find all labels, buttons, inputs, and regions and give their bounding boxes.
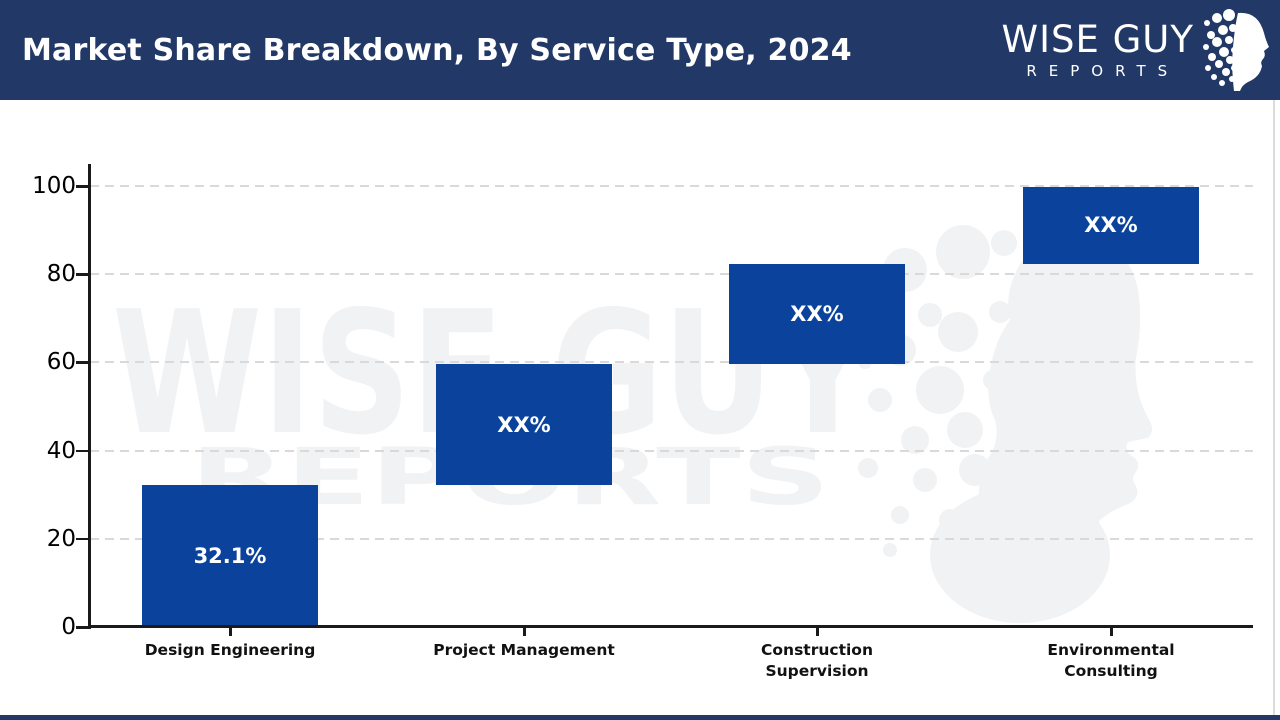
bar-segment: XX% — [729, 263, 905, 365]
gridline-60 — [90, 361, 1253, 364]
y-axis-line — [88, 164, 91, 629]
bar-value-label: XX% — [790, 301, 844, 326]
logo-sub-label: REPORTS — [1026, 62, 1180, 80]
bar-segment: XX% — [1023, 186, 1199, 264]
x-tick-mark-3 — [1110, 627, 1113, 636]
y-tick-mark-80 — [76, 273, 89, 276]
logo-brand-label: WISE GUY — [1001, 18, 1194, 61]
bar-segment: XX% — [436, 364, 612, 486]
logo-head-icon — [1203, 9, 1269, 91]
gridline-100 — [90, 185, 1253, 187]
y-tick-mark-100 — [76, 185, 89, 188]
bar-value-label: XX% — [1084, 213, 1138, 238]
y-tick-label-100: 100 — [32, 173, 76, 199]
x-tick-mark-1 — [523, 627, 526, 636]
watermark-head-shape — [858, 219, 1152, 623]
bar-value-label: 32.1% — [193, 544, 267, 569]
y-tick-mark-40 — [76, 449, 89, 453]
gridline-80 — [90, 273, 1253, 276]
bar-value-label: XX% — [497, 412, 551, 437]
right-border-line — [1273, 100, 1275, 716]
x-category-label: Design Engineering — [144, 641, 316, 659]
gridline-20 — [90, 537, 1253, 540]
bar-segment: 32.1% — [142, 485, 318, 627]
y-tick-mark-20 — [76, 537, 89, 541]
brand-logo: WISE GUY REPORTS — [1002, 0, 1272, 100]
y-tick-label-0: 0 — [61, 614, 76, 640]
bottom-accent-bar — [0, 715, 1280, 720]
x-category-label: Environmental Consulting — [1047, 641, 1175, 680]
x-tick-mark-0 — [229, 627, 232, 636]
x-category-label: Project Management — [433, 641, 615, 659]
x-axis-line — [88, 625, 1253, 628]
header-bar: Market Share Breakdown, By Service Type,… — [0, 0, 1280, 100]
y-tick-label-80: 80 — [46, 261, 76, 288]
y-tick-label-60: 60 — [46, 349, 76, 376]
y-tick-label-40: 40 — [46, 437, 76, 464]
x-category-label: Construction Supervision — [761, 641, 873, 680]
chart-title: Market Share Breakdown, By Service Type,… — [22, 32, 852, 68]
brand-logo-text: WISE GUY REPORTS — [1002, 21, 1194, 79]
x-tick-mark-2 — [816, 627, 819, 636]
y-tick-mark-60 — [76, 361, 89, 364]
y-tick-label-20: 20 — [46, 525, 76, 552]
gridline-40 — [90, 449, 1253, 452]
y-tick-mark-0 — [76, 626, 89, 629]
